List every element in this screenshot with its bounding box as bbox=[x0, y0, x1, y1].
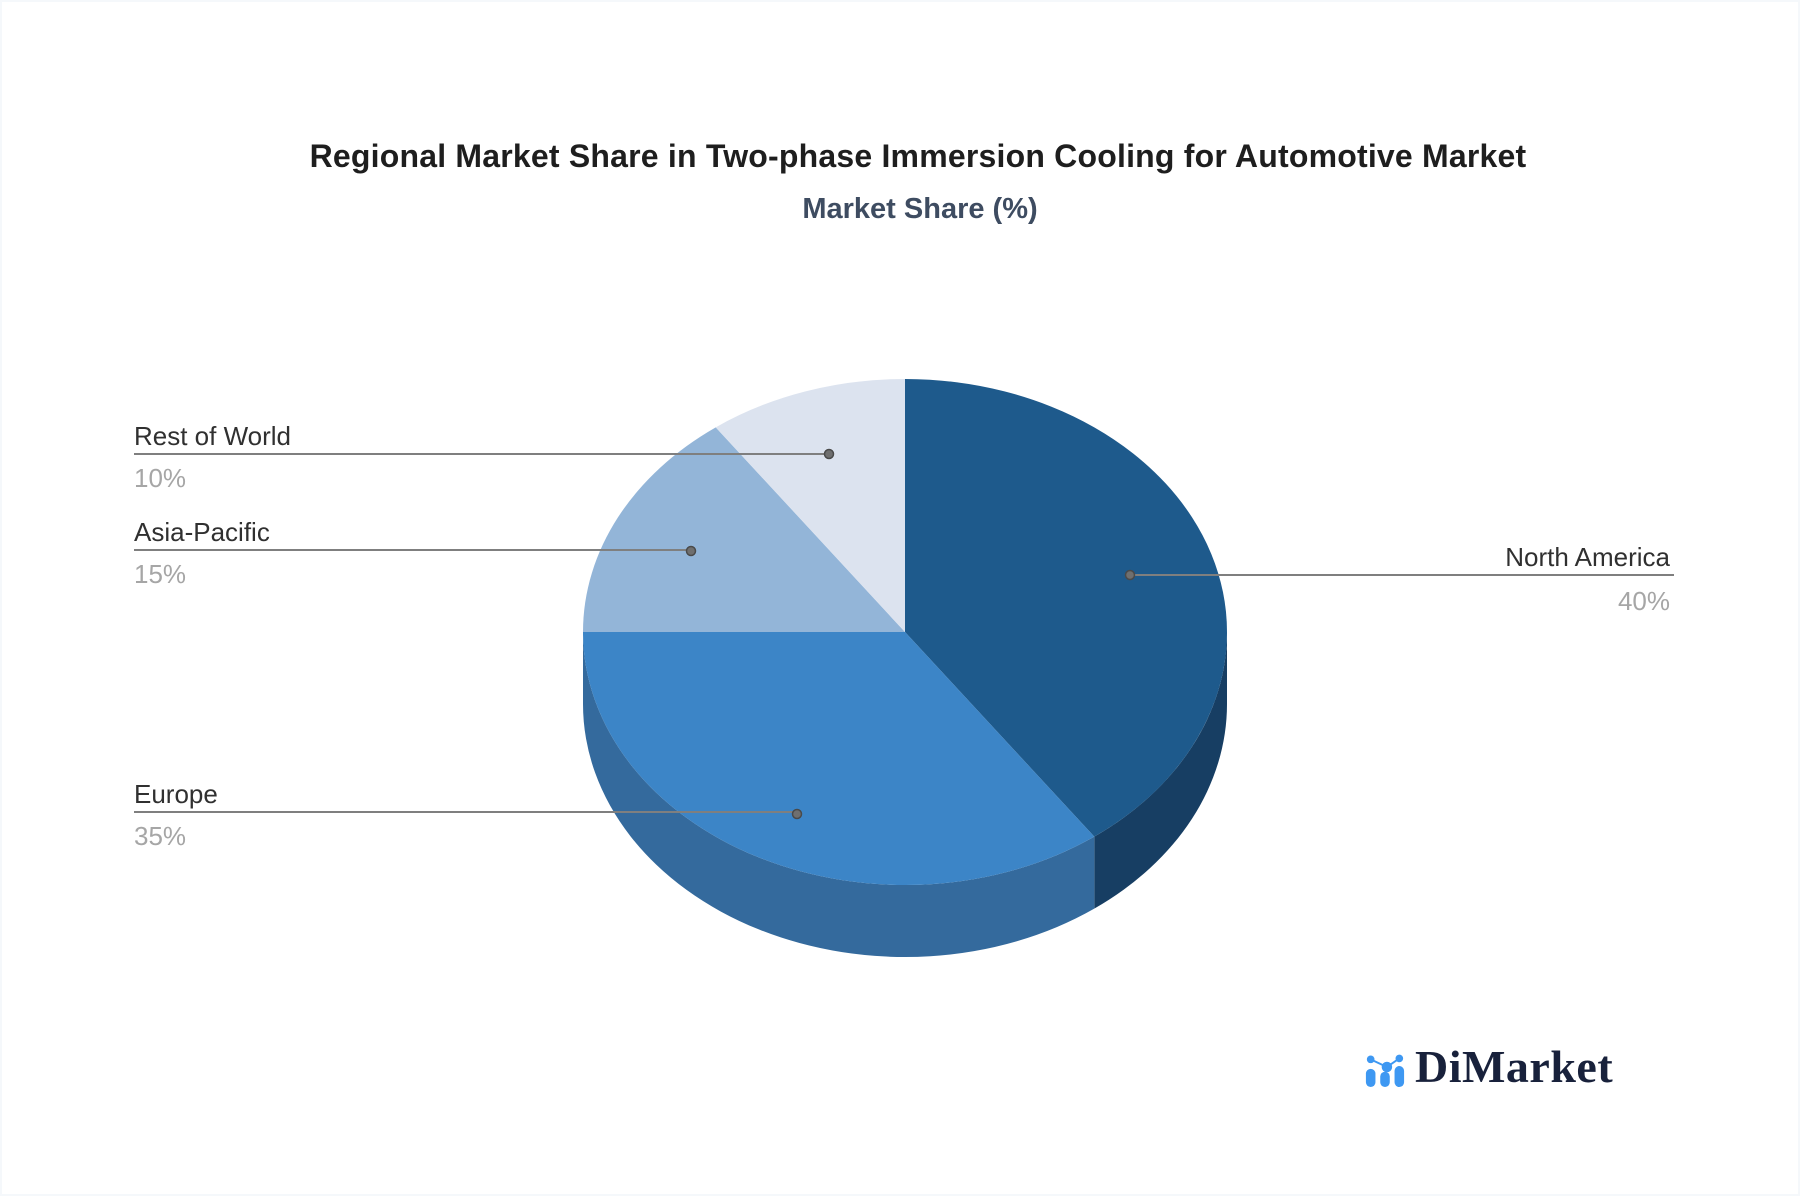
pie-slice-europe bbox=[583, 632, 1095, 886]
callout-dot-rest-of-world bbox=[823, 448, 835, 460]
slice-value-europe: 35% bbox=[134, 821, 187, 851]
chart-title: Regional Market Share in Two-phase Immer… bbox=[309, 138, 1527, 174]
pie-slice-rest-of-world bbox=[715, 379, 905, 632]
bar-line-chart-icon bbox=[1365, 1054, 1405, 1088]
slice-value-rest-of-world: 10% bbox=[134, 463, 187, 493]
callout-dot-asia-pacific bbox=[685, 545, 697, 557]
dimarket-logo: DiMarket bbox=[1364, 1044, 1613, 1090]
slice-label-north-america: North America bbox=[1505, 542, 1670, 572]
slice-value-north-america: 40% bbox=[1617, 586, 1670, 616]
callout-dot-europe bbox=[791, 808, 803, 820]
slice-label-europe: Europe bbox=[134, 779, 218, 809]
chart-subtitle: Market Share (%) bbox=[802, 193, 1038, 225]
slice-value-asia-pacific: 15% bbox=[134, 559, 187, 589]
pie-slice-north-america bbox=[905, 378, 1228, 837]
pie-side-europe bbox=[583, 632, 1095, 958]
slice-label-asia-pacific: Asia-Pacific bbox=[134, 517, 270, 547]
slice-label-rest-of-world: Rest of World bbox=[134, 421, 292, 451]
pie-side-north-america bbox=[1094, 632, 1227, 909]
logo-text: DiMarket bbox=[1415, 1041, 1614, 1092]
pie-slice-asia-pacific bbox=[583, 427, 905, 632]
callout-dot-north-america bbox=[1124, 569, 1136, 581]
